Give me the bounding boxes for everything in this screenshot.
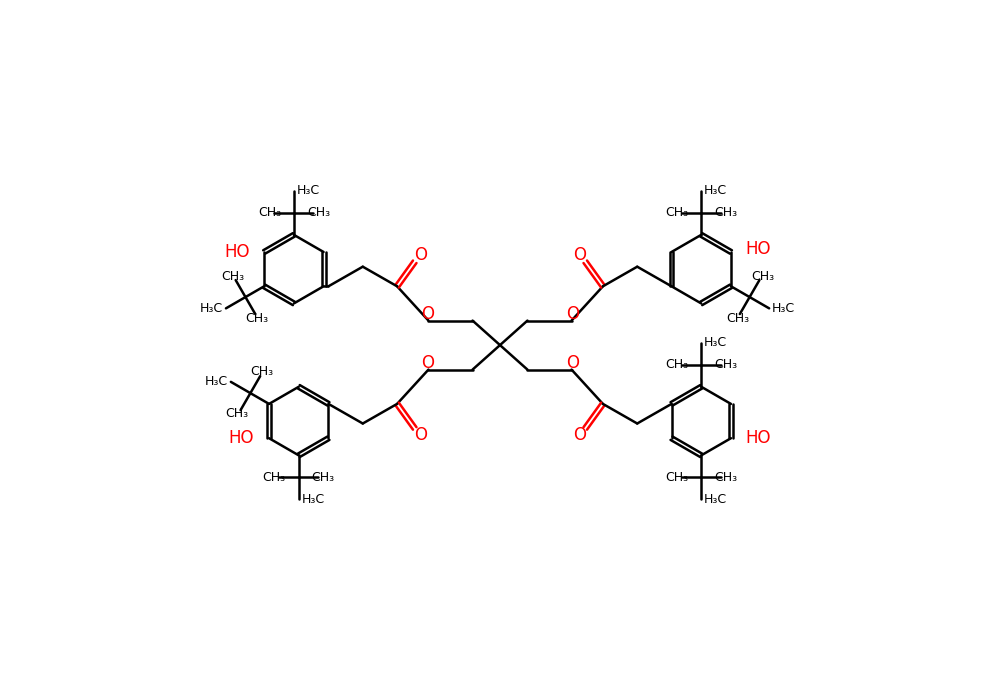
Text: HO: HO [224,243,249,261]
Text: H₃C: H₃C [704,184,727,197]
Text: H₃C: H₃C [205,375,228,389]
Text: HO: HO [746,240,771,258]
Text: CH₃: CH₃ [245,312,268,326]
Text: CH₃: CH₃ [665,206,688,219]
Text: CH₃: CH₃ [751,270,774,283]
Text: O: O [573,426,586,444]
Text: CH₃: CH₃ [714,471,737,484]
Text: CH₃: CH₃ [258,206,281,219]
Text: H₃C: H₃C [772,302,795,315]
Text: HO: HO [229,429,254,447]
Text: CH₃: CH₃ [263,471,286,484]
Text: H₃C: H₃C [302,493,325,506]
Text: O: O [414,426,427,444]
Text: O: O [566,304,579,323]
Text: CH₃: CH₃ [226,407,249,421]
Text: O: O [573,246,586,264]
Text: CH₃: CH₃ [727,312,750,326]
Text: CH₃: CH₃ [665,358,688,371]
Text: CH₃: CH₃ [307,206,330,219]
Text: O: O [421,354,434,372]
Text: CH₃: CH₃ [665,471,688,484]
Text: H₃C: H₃C [704,493,727,506]
Text: CH₃: CH₃ [714,206,737,219]
Text: CH₃: CH₃ [714,358,737,371]
Text: H₃C: H₃C [704,336,727,349]
Text: CH₃: CH₃ [221,270,244,283]
Text: CH₃: CH₃ [250,365,273,378]
Text: H₃C: H₃C [200,302,223,315]
Text: O: O [414,246,427,264]
Text: CH₃: CH₃ [312,471,335,484]
Text: H₃C: H₃C [297,184,320,197]
Text: HO: HO [746,429,771,447]
Text: O: O [566,354,579,372]
Text: O: O [421,304,434,323]
